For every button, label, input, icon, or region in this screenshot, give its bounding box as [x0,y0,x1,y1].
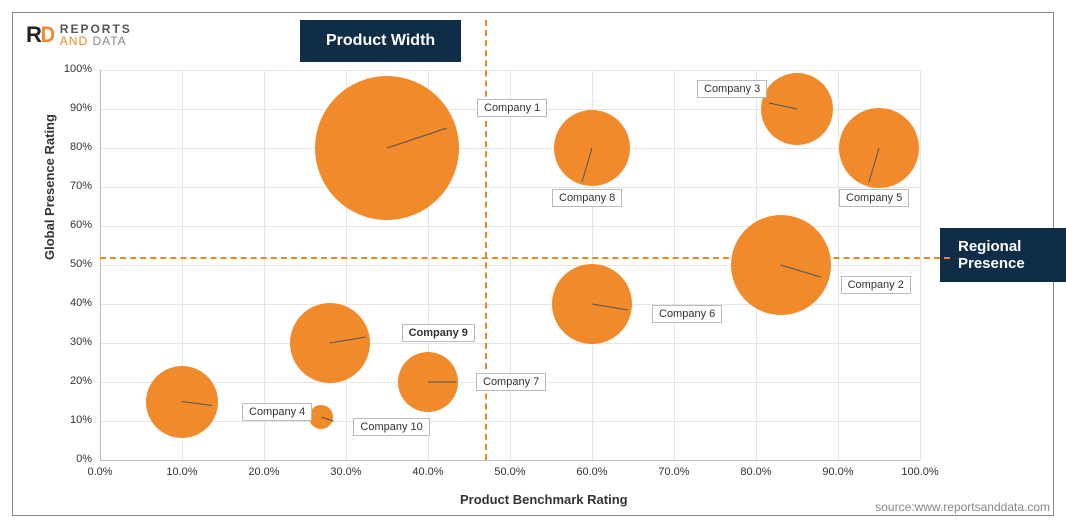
y-tick: 70% [52,180,92,192]
x-tick: 30.0% [322,466,370,478]
bubble [552,264,632,344]
logo-mark: RD [26,22,54,48]
bubble [309,405,333,429]
x-tick: 20.0% [240,466,288,478]
bubble [146,366,218,438]
x-tick: 10.0% [158,466,206,478]
y-tick: 100% [52,63,92,75]
company-label: Company 9 [402,324,475,342]
bubble [554,110,630,186]
company-label: Company 1 [477,99,547,117]
y-tick: 50% [52,258,92,270]
x-tick: 50.0% [486,466,534,478]
bubble [731,215,831,315]
bubble [761,73,833,145]
y-tick: 10% [52,414,92,426]
company-label: Company 4 [242,403,312,421]
bubble [290,303,370,383]
company-label: Company 2 [841,276,911,294]
company-label: Company 6 [652,305,722,323]
y-tick: 30% [52,336,92,348]
x-tick: 90.0% [814,466,862,478]
logo-text: REPORTS AND DATA [60,23,132,47]
x-tick: 40.0% [404,466,452,478]
company-label: Company 10 [353,418,429,436]
bubble [398,352,458,412]
y-tick: 40% [52,297,92,309]
y-tick: 0% [52,453,92,465]
y-tick: 60% [52,219,92,231]
pill-product-width: Product Width [300,20,461,62]
x-axis-label: Product Benchmark Rating [460,492,628,507]
company-label: Company 8 [552,189,622,207]
company-label: Company 3 [697,80,767,98]
bubble-chart: 0.0%10.0%20.0%30.0%40.0%50.0%60.0%70.0%8… [100,70,920,460]
y-tick: 80% [52,141,92,153]
company-label: Company 5 [839,189,909,207]
x-tick: 100.0% [896,466,944,478]
x-tick: 60.0% [568,466,616,478]
pill-regional-presence: Regional Presence [940,228,1066,282]
logo-line2: AND DATA [60,35,132,47]
source-text: source:www.reportsanddata.com [875,500,1050,514]
x-tick: 70.0% [650,466,698,478]
x-tick: 80.0% [732,466,780,478]
bubble [839,108,919,188]
bubble [315,76,459,220]
company-label: Company 7 [476,373,546,391]
logo: RD REPORTS AND DATA [26,22,132,48]
x-tick: 0.0% [76,466,124,478]
y-tick: 90% [52,102,92,114]
y-tick: 20% [52,375,92,387]
